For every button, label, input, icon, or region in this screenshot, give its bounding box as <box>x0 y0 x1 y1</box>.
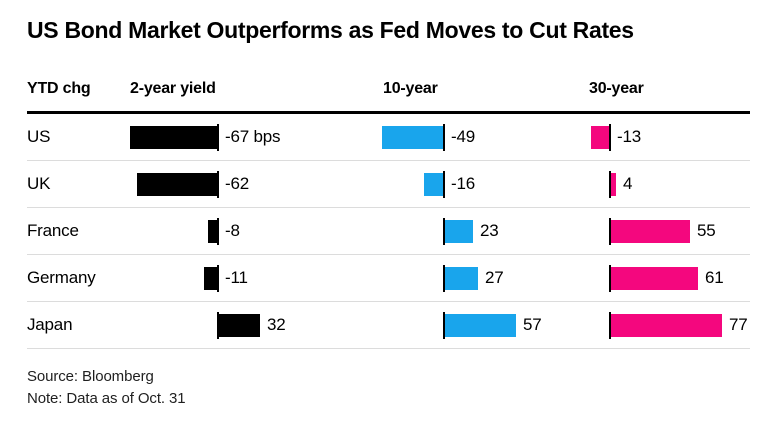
bar-germany-30y <box>610 267 698 290</box>
bar-germany-2y <box>204 267 218 290</box>
baseline-tick <box>217 171 219 198</box>
table-row-japan: Japan 32 57 77 <box>27 302 750 349</box>
row-label: Germany <box>27 268 96 287</box>
row-label: Japan <box>27 315 73 334</box>
row-label: US <box>27 127 51 146</box>
chart-title: US Bond Market Outperforms as Fed Moves … <box>27 17 634 43</box>
bar-uk-30y <box>610 173 616 196</box>
bar-value-label: -49 <box>451 127 475 146</box>
bar-uk-2y <box>137 173 218 196</box>
bar-value-label: -13 <box>617 127 641 146</box>
chart-rows: US -67 bps -49 -13 UK -62 -16 4 France -8 23 55 Germ… <box>27 114 750 349</box>
table-row-uk: UK -62 -16 4 <box>27 161 750 208</box>
baseline-tick <box>443 218 445 245</box>
bar-value-label: -16 <box>451 174 475 193</box>
bar-uk-10y <box>424 173 444 196</box>
bar-value-label: 57 <box>523 315 542 334</box>
baseline-tick <box>443 124 445 151</box>
bar-value-label: -67 bps <box>225 127 281 146</box>
table-row-germany: Germany -11 27 61 <box>27 255 750 302</box>
bar-germany-10y <box>444 267 478 290</box>
header-rule <box>27 111 750 114</box>
column-header-2-year-yield: 2-year yield <box>130 80 216 97</box>
bar-france-10y <box>444 220 473 243</box>
bar-value-label: 4 <box>623 174 633 193</box>
baseline-tick <box>217 124 219 151</box>
bar-value-label: -62 <box>225 174 249 193</box>
bar-japan-2y <box>218 314 260 337</box>
bar-france-30y <box>610 220 690 243</box>
bar-france-2y <box>208 220 218 243</box>
row-label: France <box>27 221 79 240</box>
baseline-tick <box>217 218 219 245</box>
chart-footer: Source: Bloomberg Note: Data as of Oct. … <box>27 366 186 410</box>
bar-value-label: 32 <box>267 315 286 334</box>
table-row-us: US -67 bps -49 -13 <box>27 114 750 161</box>
baseline-tick <box>443 171 445 198</box>
baseline-tick <box>609 171 611 198</box>
baseline-tick <box>443 265 445 292</box>
bar-value-label: -8 <box>225 221 240 240</box>
baseline-tick <box>609 312 611 339</box>
column-header-ytd-chg: YTD chg <box>27 80 91 97</box>
baseline-tick <box>217 265 219 292</box>
bar-value-label: 77 <box>729 315 748 334</box>
bar-us-30y <box>591 126 610 149</box>
data-note: Note: Data as of Oct. 31 <box>27 390 186 407</box>
bar-value-label: 23 <box>480 221 499 240</box>
baseline-tick <box>443 312 445 339</box>
baseline-tick <box>609 218 611 245</box>
table-row-france: France -8 23 55 <box>27 208 750 255</box>
baseline-tick <box>609 124 611 151</box>
row-label: UK <box>27 174 51 193</box>
bar-value-label: -11 <box>225 268 248 287</box>
bar-value-label: 61 <box>705 268 724 287</box>
column-header-30-year: 30-year <box>589 80 644 97</box>
bar-value-label: 55 <box>697 221 716 240</box>
bar-us-10y <box>382 126 444 149</box>
column-header-10-year: 10-year <box>383 80 438 97</box>
bar-japan-10y <box>444 314 516 337</box>
bond-yield-chart: US Bond Market Outperforms as Fed Moves … <box>27 0 750 439</box>
baseline-tick <box>217 312 219 339</box>
bar-value-label: 27 <box>485 268 504 287</box>
bar-japan-30y <box>610 314 722 337</box>
baseline-tick <box>609 265 611 292</box>
bar-us-2y <box>130 126 218 149</box>
source-note: Source: Bloomberg <box>27 368 154 385</box>
